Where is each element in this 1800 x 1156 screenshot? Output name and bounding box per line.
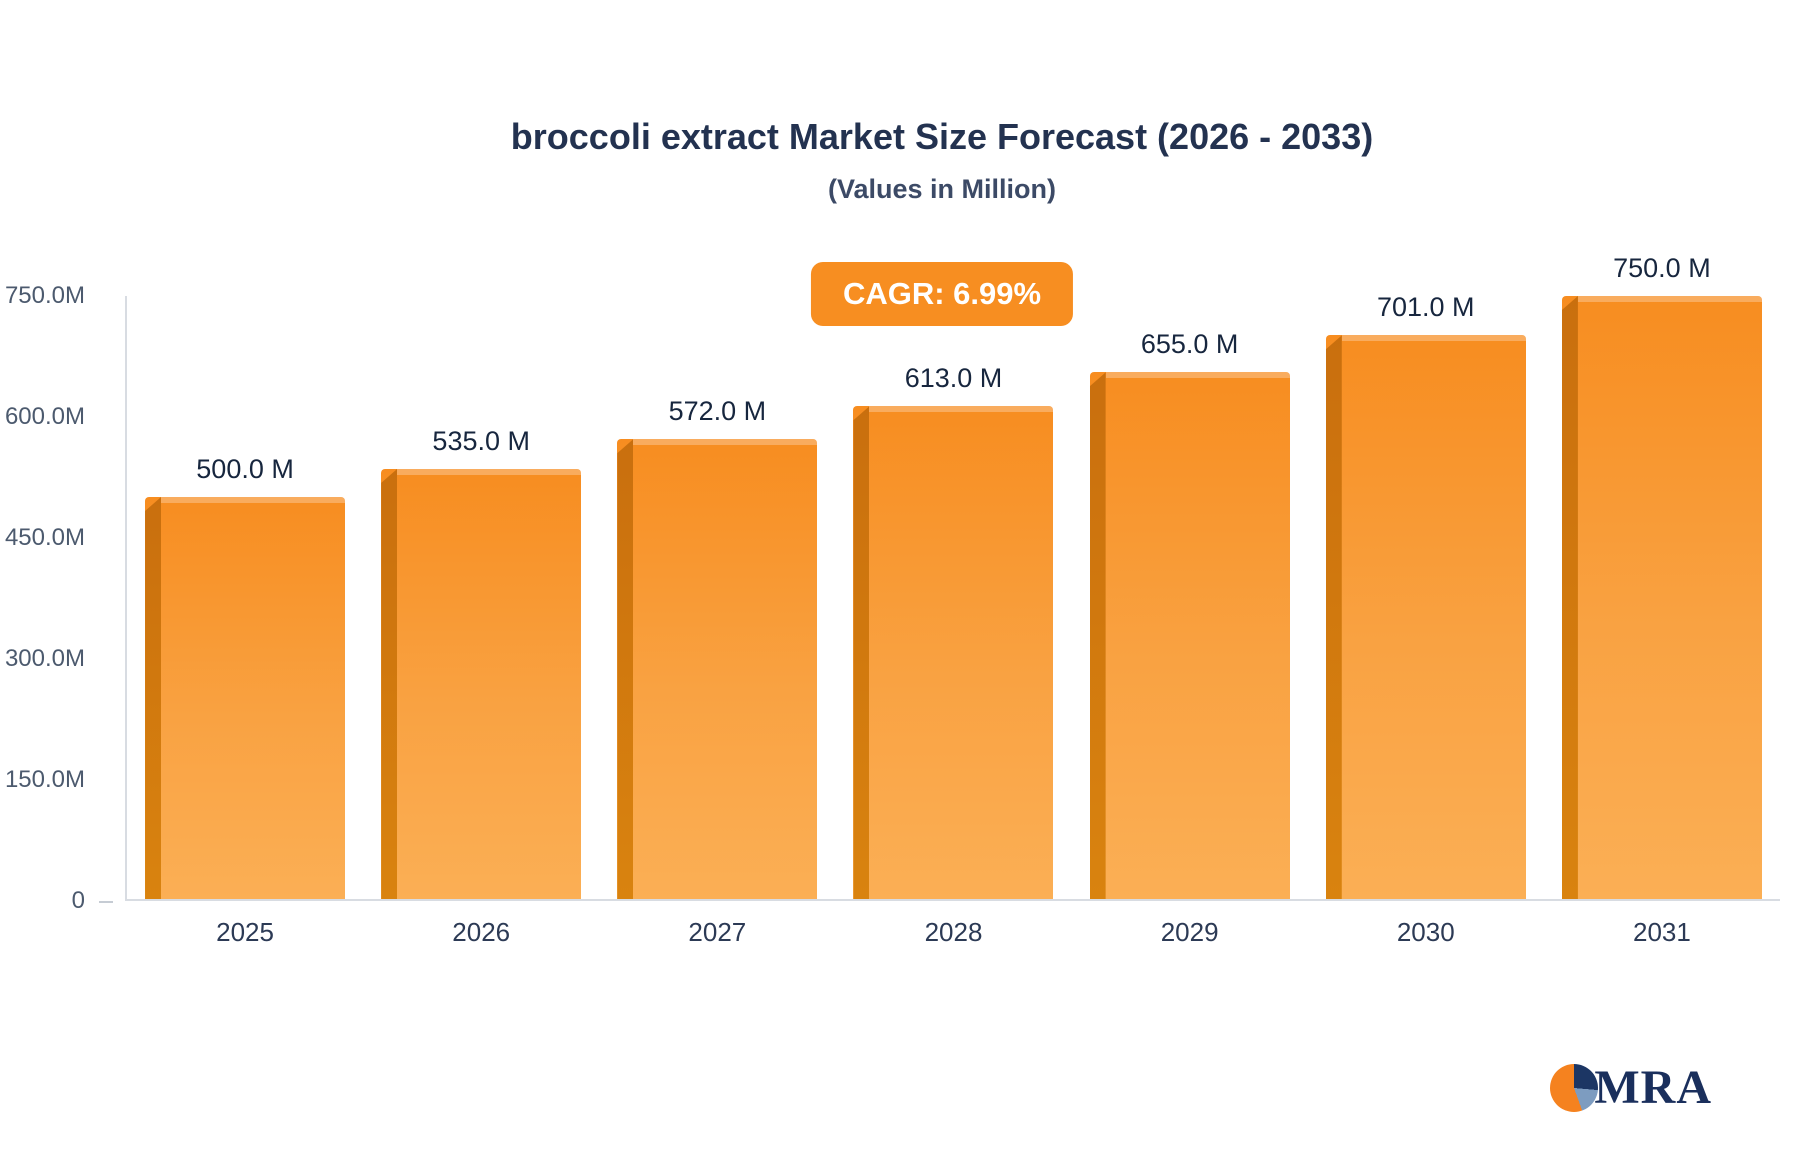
x-axis-label: 2027 bbox=[688, 917, 747, 947]
bar-value-label: 655.0 M bbox=[1140, 329, 1239, 360]
bar-2026[interactable]: 535.0 M bbox=[381, 426, 582, 899]
bar-value-label: 500.0 M bbox=[196, 454, 294, 484]
y-tick: 300.0M bbox=[0, 645, 125, 673]
y-tick-label: 750.0M bbox=[4, 282, 85, 309]
x-axis-label: 2030 bbox=[1396, 917, 1455, 947]
bar-value-label: 701.0 M bbox=[1376, 292, 1475, 323]
x-axis-label: 2026 bbox=[452, 917, 511, 947]
y-tick: 750.0M bbox=[0, 282, 125, 310]
bar-2025[interactable]: 500.0 M bbox=[145, 454, 346, 899]
bar-value-label: 613.0 M bbox=[904, 363, 1003, 394]
bar-slot: 701.0 M 2030 bbox=[1308, 292, 1544, 947]
bar-slot: 572.0 M 2027 bbox=[599, 296, 835, 947]
bar-2031[interactable]: 750.0 M bbox=[1561, 253, 1762, 899]
bar-value-label: 535.0 M bbox=[432, 425, 530, 456]
bar-slot: 535.0 M 2026 bbox=[363, 296, 599, 947]
y-tick: 600.0M bbox=[0, 403, 125, 431]
y-tick-label: 150.0M bbox=[4, 766, 85, 793]
x-axis-label: 2029 bbox=[1160, 917, 1219, 947]
bar-value-label: 750.0 M bbox=[1613, 253, 1711, 283]
y-tick: 150.0M bbox=[0, 766, 125, 794]
bar-2029[interactable]: 655.0 M bbox=[1089, 329, 1290, 899]
chart-title: broccoli extract Market Size Forecast (2… bbox=[510, 116, 1374, 157]
y-tick-label: 450.0M bbox=[4, 524, 85, 551]
mra-pie-logo-icon bbox=[1550, 1064, 1599, 1112]
bar-slot: 750.0 M 2031 bbox=[1544, 253, 1780, 947]
x-axis-label: 2031 bbox=[1632, 917, 1691, 947]
zero-tick-mark bbox=[99, 901, 113, 903]
y-tick: 450.0M bbox=[0, 524, 125, 552]
x-axis-label: 2028 bbox=[924, 917, 983, 947]
x-axis-label: 2025 bbox=[216, 917, 274, 947]
bar-value-label: 572.0 M bbox=[668, 396, 767, 427]
y-tick: 0 bbox=[0, 887, 125, 915]
bar-slot: 613.0 M 2028 bbox=[835, 296, 1071, 947]
cagr-badge: CAGR: 6.99% bbox=[810, 262, 1074, 326]
y-tick-label: 300.0M bbox=[4, 645, 85, 672]
bar-2030[interactable]: 701.0 M bbox=[1325, 292, 1526, 899]
bar-slot: 655.0 M 2029 bbox=[1072, 296, 1308, 947]
bar-2027[interactable]: 572.0 M bbox=[617, 396, 818, 899]
y-tick-label: 600.0M bbox=[4, 403, 85, 430]
chart-subtitle: (Values in Million) bbox=[827, 174, 1057, 204]
y-tick-label: 0 bbox=[71, 887, 85, 914]
mra-logo-text: MRA bbox=[1594, 1061, 1712, 1114]
plot-area: 500.0 M 2025 535.0 M 2026 572.0 M 2027 613.0 M… bbox=[125, 253, 1780, 947]
bar-slot: 500.0 M 2025 bbox=[127, 296, 363, 947]
bar-2028[interactable]: 613.0 M bbox=[853, 363, 1054, 899]
y-axis: 750.0M 600.0M 450.0M 300.0M 150.0M 0 bbox=[0, 282, 125, 914]
mra-logo: MRA bbox=[1550, 1064, 1712, 1112]
